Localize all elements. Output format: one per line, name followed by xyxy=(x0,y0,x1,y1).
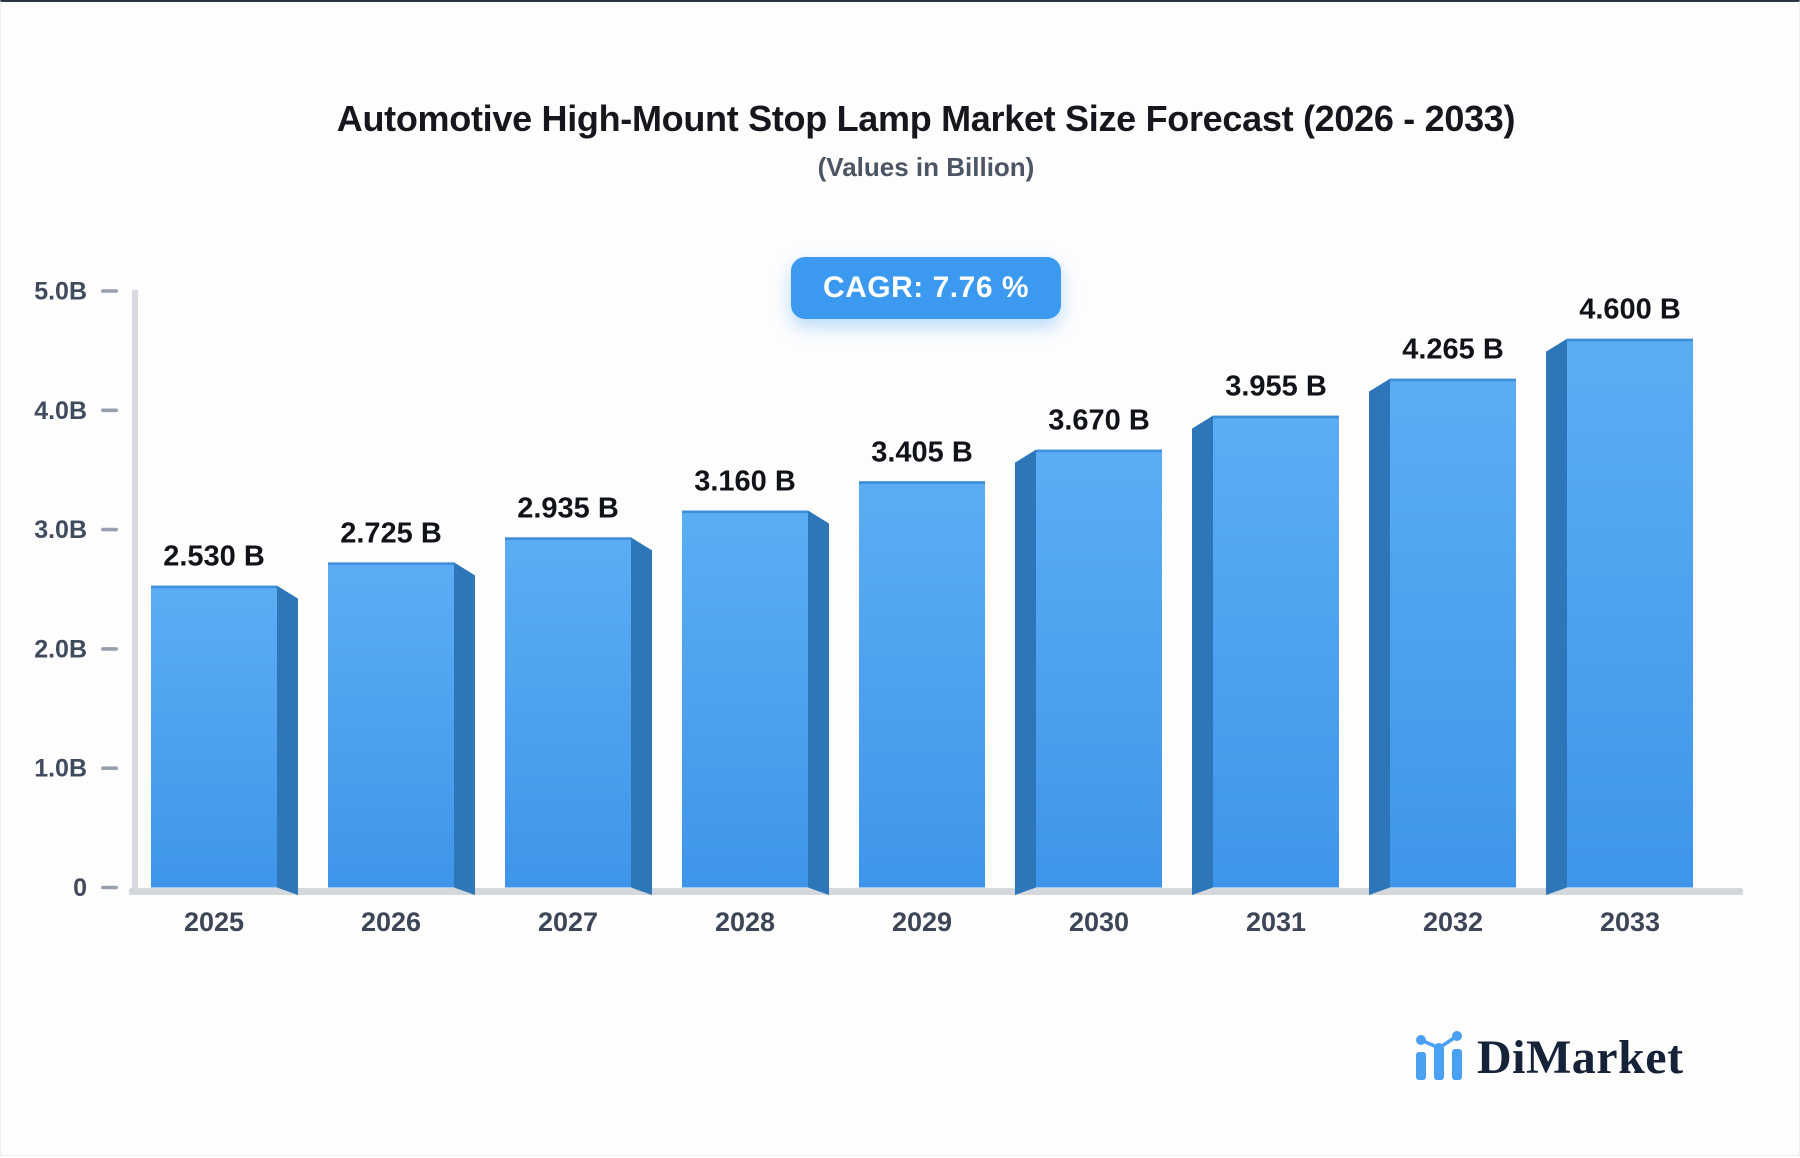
bar-top-edge xyxy=(328,562,454,566)
bar xyxy=(328,562,454,888)
y-tick-mark xyxy=(101,766,118,770)
bar-side-3d xyxy=(454,562,475,895)
bar-side-3d xyxy=(808,510,829,895)
y-tick-mark xyxy=(101,527,118,532)
bar xyxy=(859,481,985,888)
bar-side-3d xyxy=(1546,338,1567,896)
y-tick-mark xyxy=(101,885,118,890)
bar-side-3d xyxy=(1192,415,1213,895)
brand-name: DiMarket xyxy=(1477,1031,1684,1084)
y-axis-line xyxy=(132,290,138,888)
bar xyxy=(151,585,277,888)
bar-top-edge xyxy=(859,481,985,484)
bar xyxy=(1036,449,1162,888)
bar-value-label: 3.160 B xyxy=(694,466,796,498)
bar-side-3d xyxy=(631,537,652,895)
x-tick-label: 2028 xyxy=(715,907,775,937)
bar-top-edge xyxy=(505,537,631,540)
x-tick-label: 2030 xyxy=(1069,907,1129,937)
brand-logo: DiMarket xyxy=(1413,1028,1684,1082)
y-tick-mark xyxy=(101,647,118,651)
bar xyxy=(682,510,808,888)
bar-value-label: 2.725 B xyxy=(340,517,442,549)
bar xyxy=(505,537,631,888)
x-tick-label: 2027 xyxy=(538,907,598,937)
bar-top-edge xyxy=(1036,449,1162,453)
x-axis-baseline xyxy=(129,888,1743,895)
y-tick-label: 5.0B xyxy=(34,278,87,306)
x-tick-label: 2025 xyxy=(184,907,244,937)
bar-top-edge xyxy=(682,510,808,514)
bar-top-edge xyxy=(1390,378,1516,382)
x-tick-label: 2026 xyxy=(361,907,421,937)
page-title: Automotive High-Mount Stop Lamp Market S… xyxy=(336,98,1516,139)
bar xyxy=(1390,378,1516,888)
bar-value-label: 3.405 B xyxy=(871,436,973,468)
mini-bar-chart-logo-icon xyxy=(1416,1031,1462,1080)
x-tick-label: 2029 xyxy=(892,907,952,937)
bar xyxy=(1567,338,1693,888)
bar-value-label: 4.600 B xyxy=(1579,294,1681,326)
bar-top-edge xyxy=(151,585,277,589)
bar-side-3d xyxy=(1369,378,1390,895)
bar-value-label: 2.530 B xyxy=(163,541,265,573)
x-tick-label: 2032 xyxy=(1423,907,1483,937)
y-tick-mark xyxy=(101,289,118,293)
bar-side-3d xyxy=(1015,449,1036,895)
bar-value-label: 3.955 B xyxy=(1225,371,1327,403)
y-tick-label: 0 xyxy=(73,874,87,902)
y-tick-label: 4.0B xyxy=(34,397,87,425)
x-tick-label: 2033 xyxy=(1600,907,1660,937)
bar-value-label: 2.935 B xyxy=(517,492,619,524)
bar-value-label: 3.670 B xyxy=(1048,405,1150,437)
page-subtitle: (Values in Billion) xyxy=(817,152,1035,182)
y-tick-label: 1.0B xyxy=(34,755,87,783)
cagr-badge: CAGR: 7.76 % xyxy=(790,257,1062,319)
bar xyxy=(1213,415,1339,888)
y-tick-mark xyxy=(101,408,118,413)
bar-top-edge xyxy=(1567,338,1693,342)
bar-top-edge xyxy=(1213,415,1339,419)
bar-value-label: 4.265 B xyxy=(1402,334,1504,366)
x-tick-label: 2031 xyxy=(1246,907,1306,937)
y-tick-label: 3.0B xyxy=(34,516,87,544)
bar-side-3d xyxy=(277,585,298,895)
y-tick-label: 2.0B xyxy=(34,635,87,663)
